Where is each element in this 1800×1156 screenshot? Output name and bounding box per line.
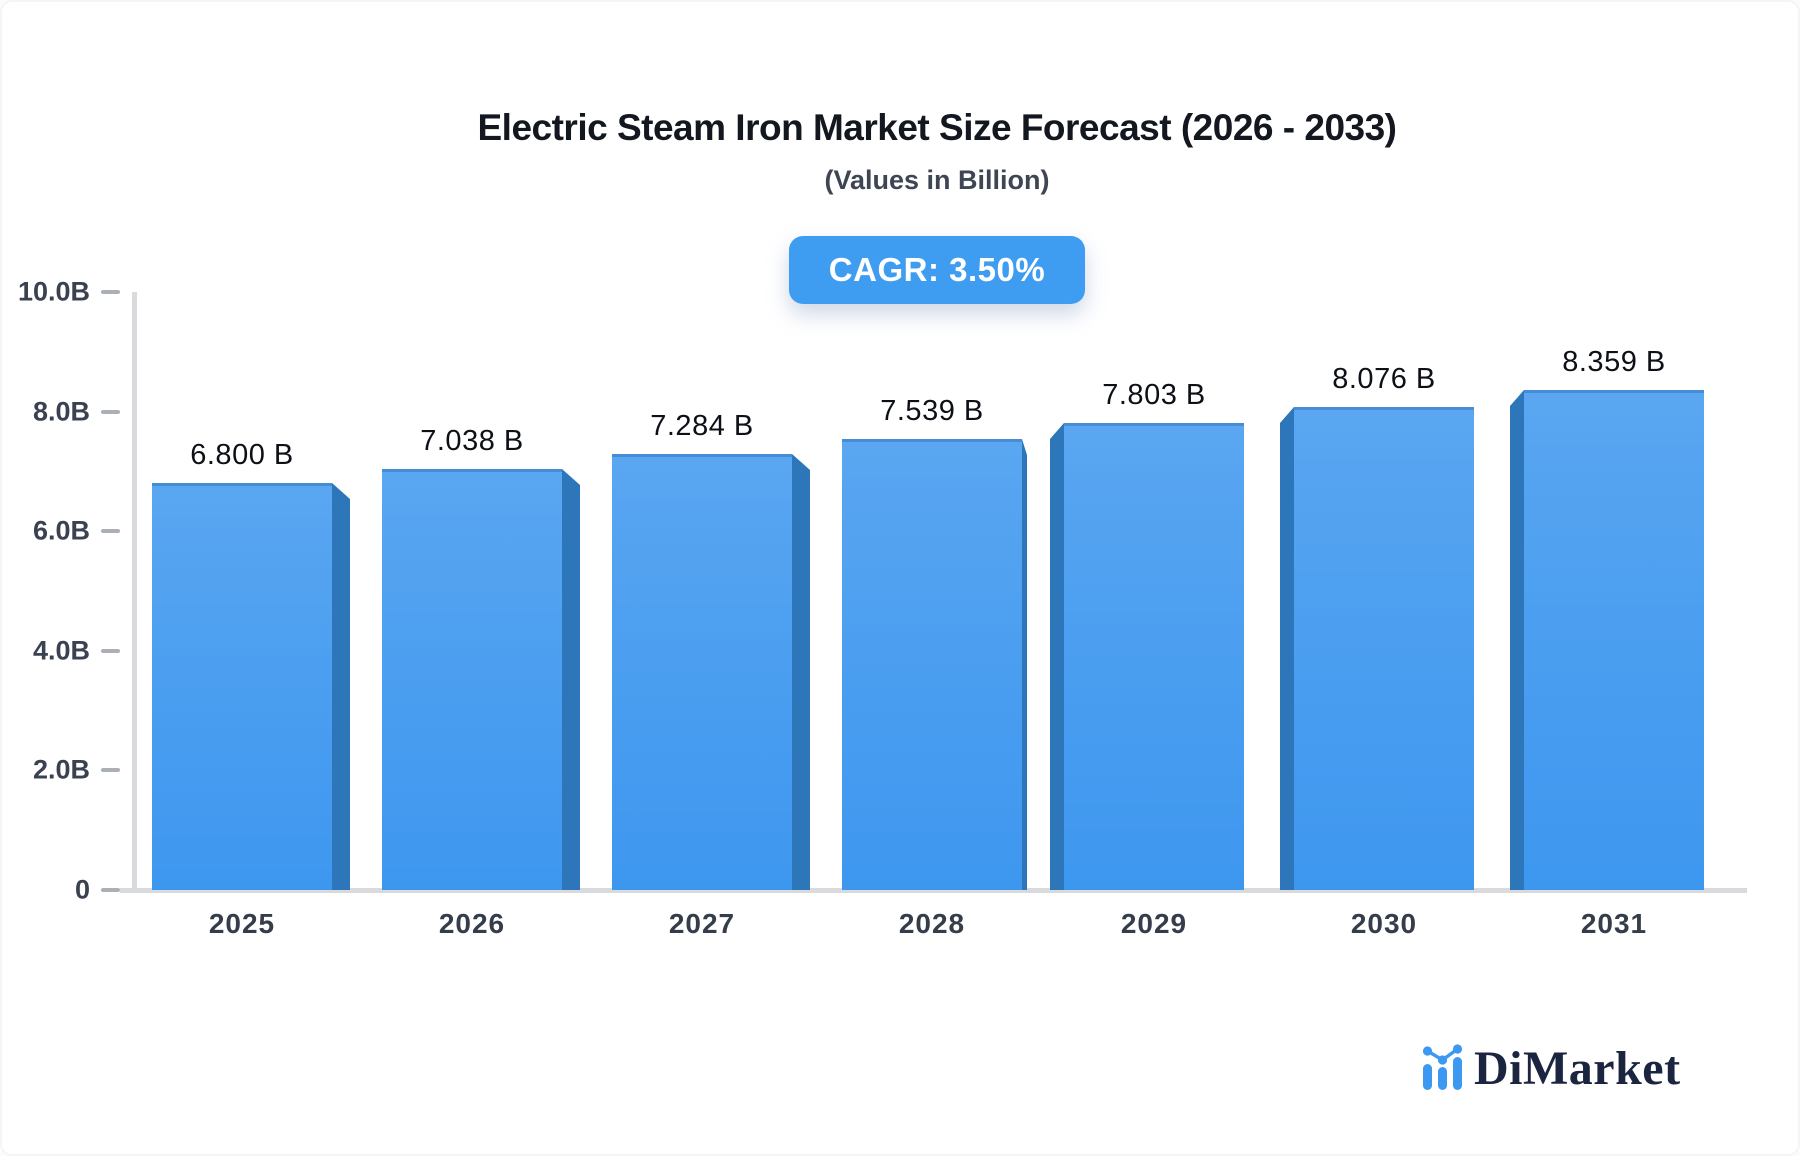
y-tick-dash [101,768,120,773]
bar[interactable] [1064,423,1244,890]
y-tick-label: 8.0B [32,396,90,427]
bar-value-label: 7.539 B [880,395,984,427]
bar-3d-side [1510,390,1524,890]
y-tick-dash [101,888,120,892]
brand-logo: DiMarket [1422,1042,1681,1095]
bar-group [612,454,810,890]
y-tick-label: 6.0B [32,515,90,546]
x-axis-category-label: 2031 [1580,908,1648,939]
bar-value-label: 8.076 B [1332,363,1436,395]
bar-group [382,469,580,890]
bar-value-label: 7.803 B [1102,379,1206,411]
bar[interactable] [612,454,792,890]
chart-title: Electric Steam Iron Market Size Forecast… [477,107,1398,148]
x-axis-category-label: 2025 [208,908,276,939]
y-tick-dash [101,409,120,414]
bar-value-label: 8.359 B [1562,346,1666,378]
bar-group [1050,423,1244,890]
bar-3d-side [1280,407,1294,890]
y-axis [132,292,137,890]
bar[interactable] [1294,407,1474,890]
x-axis [120,888,1747,893]
x-axis-category-label: 2026 [438,908,506,939]
bar-group [842,439,1027,890]
bar-3d-side [1050,423,1064,890]
y-tick-dash [101,290,120,294]
brand-name: DiMarket [1474,1042,1681,1095]
dimarket-logo-icon [1422,1044,1463,1090]
bar[interactable] [382,469,562,890]
bar-3d-side [1022,439,1027,890]
y-tick-label: 4.0B [32,635,90,666]
x-axis-category-label: 2027 [668,908,736,939]
bar-value-label: 7.038 B [420,425,524,457]
bar[interactable] [1524,390,1704,890]
bar-3d-side [792,454,810,890]
bar-value-label: 6.800 B [190,439,294,471]
y-tick-dash [101,648,120,653]
bar[interactable] [152,483,332,890]
y-tick-label: 0 [74,874,90,905]
x-axis-category-label: 2029 [1120,908,1188,939]
y-tick-dash [101,529,120,534]
bar-3d-side [562,469,580,890]
bar-3d-side [332,483,350,890]
cagr-badge: CAGR: 3.50% [788,236,1086,304]
bar-group [1510,390,1704,890]
bar-value-label: 7.284 B [650,410,754,442]
chart-header: Electric Steam Iron Market Size Forecast… [132,106,1742,304]
y-tick-label: 2.0B [32,754,90,785]
y-tick-label: 10.0B [17,276,90,307]
x-axis-category-label: 2028 [898,908,966,939]
bar[interactable] [842,439,1022,890]
x-axis-category-label: 2030 [1350,908,1418,939]
bar-group [152,483,350,890]
chart-subtitle: (Values in Billion) [824,165,1050,195]
bar-group [1280,407,1474,890]
